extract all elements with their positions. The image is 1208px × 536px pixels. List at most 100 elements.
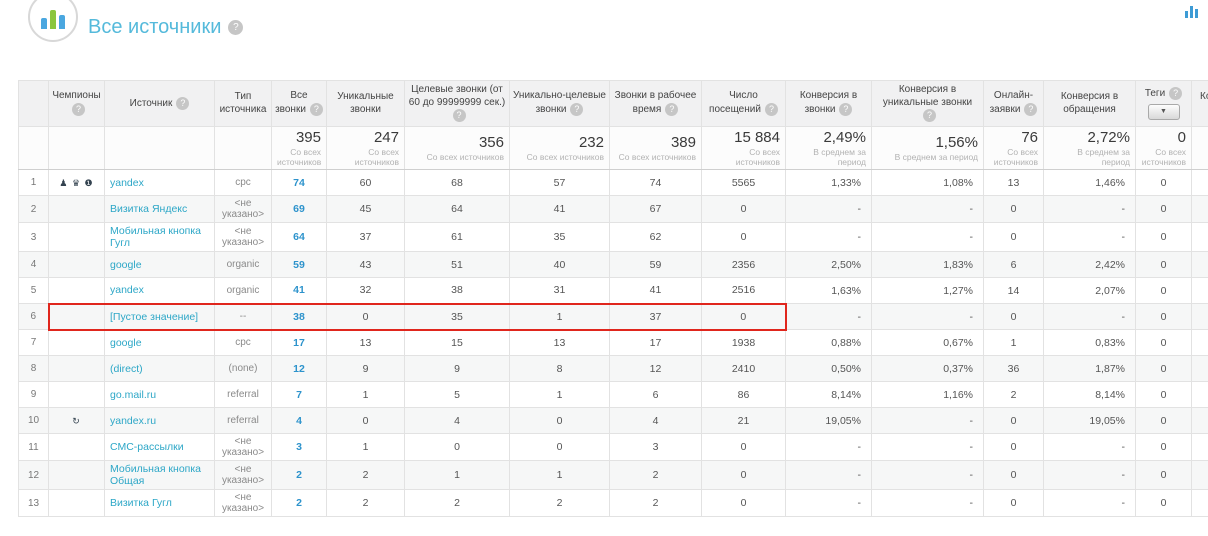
visits-cell: 1938 [701, 329, 786, 356]
conv_calls-cell: 0,50% [785, 355, 872, 382]
all-calls-link[interactable]: 74 [293, 176, 305, 189]
type-cell: <не указано> [214, 222, 272, 252]
all-calls-link[interactable]: 3 [296, 441, 302, 453]
conv_calls-cell: - [785, 460, 872, 490]
summary-caption: В среднем за период [1197, 147, 1208, 167]
source-link[interactable]: (direct) [110, 362, 143, 375]
conv_appeals-cell: - [1043, 433, 1136, 461]
help-icon[interactable]: ? [452, 109, 466, 123]
summary-working_calls: 389 Со всех источников [609, 126, 702, 170]
help-icon[interactable]: ? [176, 96, 190, 110]
source-link[interactable]: google [110, 336, 142, 349]
all_calls-cell: 3 [271, 433, 327, 461]
help-icon[interactable]: ? [839, 102, 853, 116]
col-label: Звонки в рабочее время [614, 90, 697, 116]
unique_target_calls-cell: 1 [509, 381, 610, 408]
all-calls-link[interactable]: 41 [293, 284, 305, 297]
source-link[interactable]: yandex [110, 284, 144, 297]
working_calls-cell: 12 [609, 355, 702, 382]
summary-target_calls: 356 Со всех источников [404, 126, 510, 170]
all_calls-cell: 4 [271, 407, 327, 434]
col-header-conv_calls: Конверсия в звонки? [785, 80, 872, 127]
visits-cell: 0 [701, 195, 786, 223]
col-header-all_calls: Все звонки? [271, 80, 327, 127]
tags-cell: 0 [1135, 407, 1192, 434]
source-link[interactable]: Мобильная кнопка Общая [110, 463, 202, 487]
all-calls-link[interactable]: 2 [296, 497, 302, 509]
title-help-icon[interactable]: ? [228, 20, 244, 35]
table-settings-icon[interactable] [1185, 6, 1198, 18]
target_calls-cell: 64 [404, 195, 510, 223]
online_requests-cell: 0 [983, 303, 1044, 330]
col-header-visits: Число посещений? [701, 80, 786, 127]
all-calls-link[interactable]: 64 [293, 231, 305, 243]
all-calls-link[interactable]: 38 [293, 310, 305, 323]
target_calls-cell: 38 [404, 277, 510, 304]
all-calls-link[interactable]: 7 [296, 388, 302, 401]
source-link[interactable]: СМС-рассылки [110, 441, 184, 453]
source-link[interactable]: Визитка Яндекс [110, 203, 188, 215]
summary-unique_target_calls: 232 Со всех источников [509, 126, 610, 170]
conv_calls-cell: 8,14% [785, 381, 872, 408]
source-cell: [Пустое значение] [104, 302, 215, 331]
col-label: Онлайн-заявки [989, 90, 1034, 116]
summary-value: 76 [1021, 129, 1038, 146]
target_calls-cell: 1 [404, 460, 510, 490]
col-label: Конверсия по тегам [1200, 91, 1208, 102]
help-icon[interactable]: ? [570, 102, 584, 116]
col-header-champions: Чемпионы? [48, 80, 105, 127]
summary-value: 15 884 [734, 129, 780, 146]
unique_target_calls-cell: 2 [509, 489, 610, 517]
summary-num [18, 126, 49, 170]
all_calls-cell: 41 [271, 277, 327, 304]
visits-cell: 0 [701, 460, 786, 490]
all-calls-link[interactable]: 12 [293, 362, 305, 375]
unique_target_calls-cell: 1 [509, 302, 610, 331]
summary-conv_tags: -В среднем за период [1191, 126, 1208, 170]
champions-cell [48, 195, 105, 223]
source-link[interactable]: Визитка Гугл [110, 497, 172, 509]
champions-cell [48, 489, 105, 517]
col-label: Конверсия в обращения [1060, 91, 1119, 115]
source-link[interactable]: yandex [110, 176, 144, 189]
all-calls-link[interactable]: 17 [293, 336, 305, 349]
source-link[interactable]: Мобильная кнопка Гугл [110, 225, 202, 249]
target_calls-cell: 35 [404, 302, 510, 331]
source-link[interactable]: yandex.ru [110, 414, 157, 427]
source-link[interactable]: go.mail.ru [110, 388, 157, 401]
source-link[interactable]: [Пустое значение] [110, 310, 199, 323]
page-title: Все источники [88, 16, 222, 38]
all-calls-link[interactable]: 2 [296, 469, 302, 481]
visits-cell: 0 [701, 302, 787, 331]
source-link[interactable]: google [110, 258, 142, 271]
help-icon[interactable]: ? [1024, 102, 1038, 116]
summary-caption: В среднем за период [813, 147, 866, 167]
working_calls-cell: 4 [609, 407, 702, 434]
tags-filter-button[interactable]: ▼ [1147, 104, 1180, 121]
tags-cell: 0 [1135, 303, 1192, 330]
champions-cell: ♟ ♛ ❶ [48, 169, 105, 196]
help-icon[interactable]: ? [1169, 86, 1183, 100]
help-icon[interactable]: ? [309, 102, 323, 116]
help-icon[interactable]: ? [72, 102, 85, 116]
help-icon[interactable]: ? [923, 109, 936, 123]
col-header-num [18, 80, 49, 127]
target_calls-cell: 68 [404, 169, 510, 196]
help-icon[interactable]: ? [764, 102, 778, 116]
summary-value: 2,72% [1087, 129, 1130, 146]
conv_tags-cell: - [1191, 489, 1208, 517]
summary-source [104, 126, 215, 170]
help-icon[interactable]: ? [665, 102, 679, 116]
sources-table: Чемпионы? Источник? Тип источника Все звонк… [18, 80, 1208, 517]
working_calls-cell: 3 [609, 433, 702, 461]
all-calls-link[interactable]: 69 [293, 203, 305, 215]
all-calls-link[interactable]: 59 [293, 258, 305, 271]
online_requests-cell: 0 [983, 407, 1044, 434]
working_calls-cell: 41 [609, 277, 702, 304]
source-cell: Визитка Гугл [104, 489, 215, 517]
visits-cell: 5565 [701, 169, 786, 196]
source-cell: yandex [104, 169, 215, 196]
all-calls-link[interactable]: 4 [296, 414, 302, 427]
table-row: 3 Мобильная кнопка Гугл <не указано> 64 37 61… [18, 222, 1208, 252]
